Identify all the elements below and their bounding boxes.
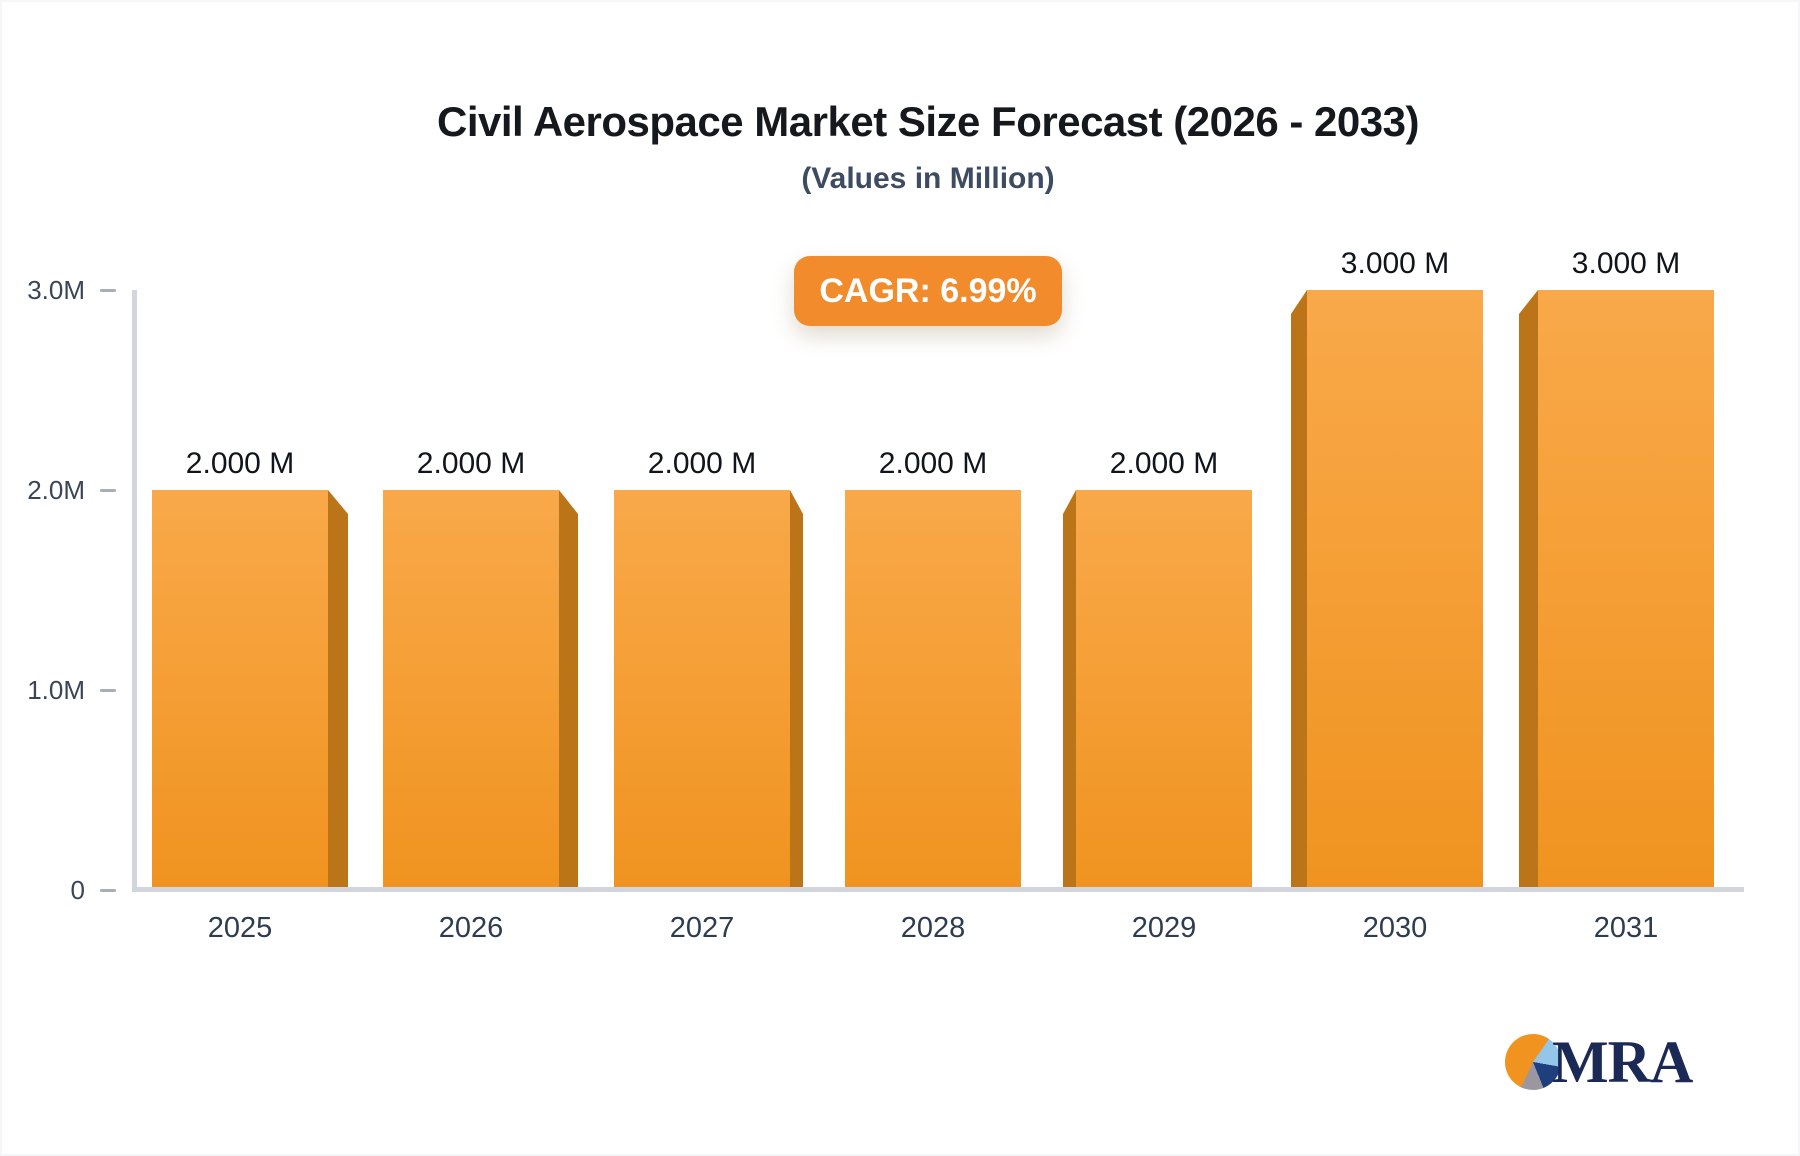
bar-value-label: 2.000 M (416, 447, 526, 480)
x-tick-2029: 2029 (1131, 912, 1197, 944)
bar-face (1538, 290, 1714, 887)
bar-2025: 2.000 M (152, 447, 348, 887)
bar-side-panel (1519, 290, 1538, 887)
bar-face (152, 490, 328, 887)
tick-dash-icon (100, 488, 116, 492)
pie-chart-icon (1505, 1034, 1561, 1090)
x-axis-line (132, 887, 1744, 892)
chart-title: Civil Aerospace Market Size Forecast (20… (437, 98, 1419, 145)
x-tick-2027: 2027 (669, 912, 735, 944)
bar-2028: 2.000 M (845, 447, 1021, 887)
cagr-badge: CAGR: 6.99% (794, 256, 1062, 326)
y-tick-3m: 3.0M (26, 275, 116, 305)
y-tick-label: 0 (70, 874, 85, 905)
bar-value-label: 2.000 M (647, 447, 757, 480)
x-tick-2028: 2028 (900, 912, 966, 944)
bar-2031: 3.000 M (1519, 247, 1714, 887)
bar-2026: 2.000 M (383, 447, 578, 887)
bar-side-panel (790, 490, 803, 887)
x-tick-2030: 2030 (1362, 912, 1428, 944)
y-tick-1m: 1.0M (26, 675, 116, 705)
x-tick-2025: 2025 (207, 912, 273, 944)
y-tick-0: 0 (26, 875, 116, 905)
bar-2029: 2.000 M (1063, 447, 1252, 887)
bar-value-label: 2.000 M (185, 447, 295, 480)
bar-face (1076, 490, 1252, 887)
brand-logo: MRA (1505, 1029, 1693, 1095)
y-axis-line (132, 290, 137, 892)
tick-dash-icon (100, 288, 116, 292)
tick-dash-icon (100, 888, 116, 892)
bar-2030: 3.000 M (1291, 247, 1483, 887)
bar-2027: 2.000 M (614, 447, 803, 887)
bar-face (845, 490, 1021, 887)
bar-value-label: 2.000 M (1109, 447, 1219, 480)
plot-area: 3.0M 2.0M 1.0M 0 2.000 M 2.000 M (27, 247, 1744, 944)
bar-face (1307, 290, 1483, 887)
bar-value-label: 2.000 M (878, 447, 988, 480)
y-tick-label: 1.0M (27, 674, 85, 705)
bar-side-panel (1063, 490, 1076, 887)
bar-face (383, 490, 559, 887)
y-tick-label: 3.0M (27, 274, 85, 305)
x-tick-2031: 2031 (1593, 912, 1659, 944)
logo-wordmark: MRA (1552, 1029, 1693, 1095)
chart-subtitle: (Values in Million) (801, 162, 1055, 195)
bar-side-panel (1291, 290, 1307, 887)
bar-side-panel (328, 490, 348, 887)
bar-value-label: 3.000 M (1571, 247, 1681, 280)
x-tick-2026: 2026 (438, 912, 504, 944)
bar-value-label: 3.000 M (1340, 247, 1450, 280)
bar-face (614, 490, 790, 887)
bar-side-panel (559, 490, 578, 887)
y-tick-label: 2.0M (27, 474, 85, 505)
tick-dash-icon (100, 688, 116, 692)
y-tick-2m: 2.0M (26, 475, 116, 505)
